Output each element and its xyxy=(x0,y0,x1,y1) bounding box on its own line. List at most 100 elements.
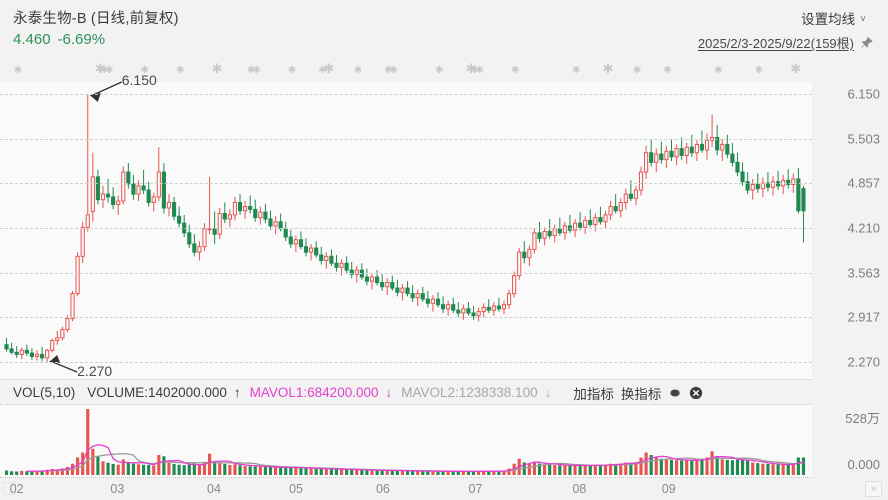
candle xyxy=(232,196,238,221)
volume-bar xyxy=(192,463,196,475)
event-marker-icon[interactable]: ✱ xyxy=(384,65,393,76)
candle xyxy=(425,290,430,308)
mavol2-value: MAVOL2:1238338.100 xyxy=(401,385,538,400)
candle xyxy=(227,209,232,228)
candle xyxy=(90,152,95,222)
event-marker-icon[interactable]: ✱ xyxy=(247,65,256,76)
candle xyxy=(435,292,441,308)
event-marker-icon[interactable]: ✱ xyxy=(475,65,484,76)
candle xyxy=(354,265,359,283)
pin-icon[interactable] xyxy=(860,36,874,50)
date-range-link[interactable]: 2025/2/3-2025/9/22(159根) xyxy=(697,36,854,51)
candle xyxy=(679,137,684,160)
candle xyxy=(182,214,187,237)
volume-bar xyxy=(659,458,663,475)
gear-icon[interactable] xyxy=(668,386,682,400)
event-marker-icon[interactable]: ✱ xyxy=(434,65,444,76)
volume-chart-pane[interactable] xyxy=(0,404,812,478)
candle xyxy=(669,138,674,161)
event-marker-icon[interactable]: ✱ xyxy=(632,65,642,76)
time-axis-label: 09 xyxy=(661,482,676,496)
event-marker-icon[interactable]: ✱ xyxy=(176,65,185,76)
event-marker-icon[interactable]: ✱ xyxy=(714,65,723,76)
event-marker-icon[interactable]: ✱ xyxy=(99,65,109,76)
event-marker-icon[interactable]: ✱ xyxy=(754,65,764,76)
candle xyxy=(243,201,248,220)
event-marker-icon[interactable]: ✱ xyxy=(323,61,335,76)
event-marker-icon[interactable]: ✱ xyxy=(252,65,261,76)
volume-bar xyxy=(644,452,648,475)
candle xyxy=(319,246,324,265)
volume-bar xyxy=(527,464,531,475)
volume-bar xyxy=(619,463,623,475)
event-marker-icon[interactable]: ✱ xyxy=(211,61,223,76)
volume-bar xyxy=(756,463,760,475)
volume-bar xyxy=(147,465,151,475)
volume-bar xyxy=(258,466,262,475)
event-marker-icon[interactable]: ✱ xyxy=(140,65,149,76)
event-marker-icon[interactable]: ✱ xyxy=(287,65,297,76)
event-marker-icon[interactable]: ✱ xyxy=(105,65,114,76)
ma-setting-dropdown[interactable]: 设置均线 ˅ xyxy=(801,8,866,28)
volume-bar xyxy=(238,465,242,475)
candle xyxy=(369,272,375,290)
candle xyxy=(121,166,126,205)
price-axis-label: 2.270 xyxy=(847,354,880,370)
volume-bar xyxy=(771,464,775,475)
volume-bar xyxy=(106,462,110,475)
volume-bar xyxy=(55,469,59,475)
volume-bar xyxy=(197,465,201,475)
event-marker-icon[interactable]: ✱ xyxy=(13,65,23,76)
volume-bar xyxy=(126,461,130,475)
candle xyxy=(405,281,410,297)
candle xyxy=(699,130,705,153)
volume-bar xyxy=(801,457,806,475)
candle xyxy=(268,210,273,231)
price-chart-pane[interactable] xyxy=(0,81,812,380)
volume-bar xyxy=(152,465,156,475)
chevron-down-icon: ˅ xyxy=(860,13,866,25)
candle xyxy=(50,338,55,353)
volume-bar xyxy=(466,471,471,475)
event-marker-icon[interactable]: ✱ xyxy=(790,61,802,76)
candle xyxy=(385,278,390,295)
volume-bar xyxy=(380,470,384,475)
scroll-forward-button[interactable]: » xyxy=(865,481,882,497)
event-marker-icon[interactable]: ✱ xyxy=(389,65,398,76)
volume-bar xyxy=(715,456,719,475)
volume-bar xyxy=(162,456,166,475)
candle xyxy=(253,199,258,222)
candle xyxy=(781,174,786,195)
candle xyxy=(649,140,654,167)
candle xyxy=(618,198,623,218)
volume-bar xyxy=(766,464,770,475)
volume-bar xyxy=(416,471,420,475)
event-marker-icon[interactable]: ✱ xyxy=(511,65,520,76)
event-marker-icon[interactable]: ✱ xyxy=(602,61,614,76)
candle xyxy=(491,301,496,316)
candle xyxy=(9,342,14,355)
candle xyxy=(684,143,689,164)
left-edge-marker-icon xyxy=(2,481,17,496)
volume-bar xyxy=(558,465,562,475)
candle xyxy=(674,144,679,166)
volume-bar xyxy=(339,469,344,475)
add-indicator-button[interactable]: 加指标 xyxy=(573,386,614,402)
volume-bar xyxy=(431,471,435,475)
event-marker-icon[interactable]: ✱ xyxy=(318,65,327,76)
close-icon[interactable] xyxy=(689,386,703,400)
change-indicator-button[interactable]: 换指标 xyxy=(620,386,662,402)
event-marker-icon[interactable]: ✱ xyxy=(94,61,106,76)
event-marker-icon[interactable]: ✱ xyxy=(470,65,479,76)
event-marker-icon[interactable]: ✱ xyxy=(663,65,672,76)
volume-bar xyxy=(710,451,714,475)
candle xyxy=(720,138,725,161)
volume-bar xyxy=(522,462,526,475)
event-marker-icon[interactable]: ✱ xyxy=(465,61,477,76)
volume-bar xyxy=(309,468,313,475)
event-marker-icon[interactable]: ✱ xyxy=(572,65,581,76)
candle xyxy=(466,301,471,316)
volume-bar xyxy=(25,471,29,475)
event-marker-icon[interactable]: ✱ xyxy=(353,65,363,76)
volume-bar xyxy=(294,467,298,475)
